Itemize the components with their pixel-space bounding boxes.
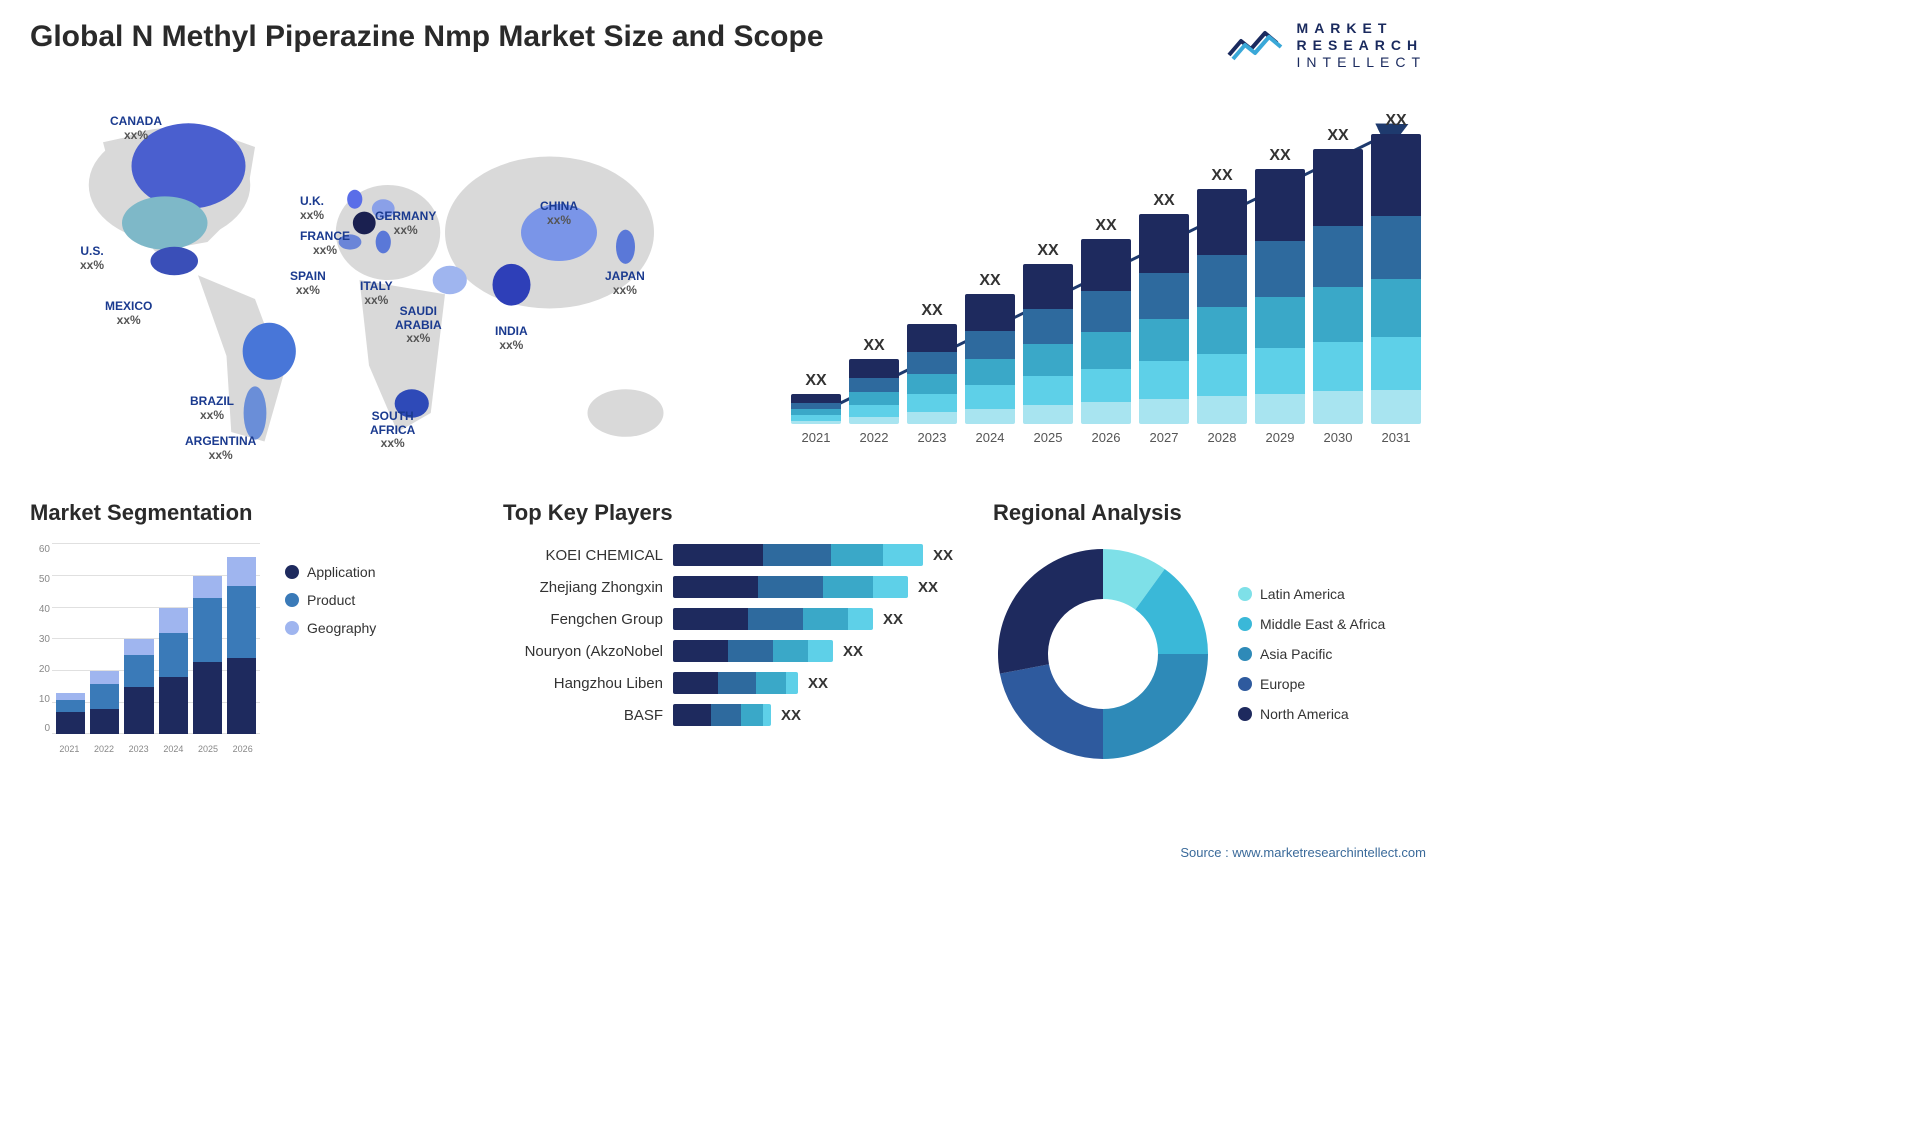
map-label: SPAINxx% [290, 270, 326, 296]
regional-title: Regional Analysis [993, 500, 1426, 526]
map-label: CANADAxx% [110, 115, 162, 141]
segmentation-legend: Application Product Geography [285, 544, 376, 754]
donut-slice [1000, 665, 1103, 760]
player-row: Nouryon (AkzoNobelXX [503, 640, 953, 662]
world-map-panel: CANADAxx% U.S.xx% MEXICOxx% BRAZILxx% ARGENT… [30, 90, 746, 470]
map-label: JAPANxx% [605, 270, 645, 296]
legend-item: Application [285, 564, 376, 580]
legend-item: Europe [1238, 676, 1385, 692]
growth-bar: XX2029 [1255, 147, 1305, 445]
segmentation-bar [159, 608, 188, 735]
donut-slice [998, 549, 1103, 674]
growth-bar: XX2031 [1371, 112, 1421, 445]
growth-bar: XX2022 [849, 337, 899, 445]
growth-bar: XX2028 [1197, 167, 1247, 445]
player-row: Hangzhou LibenXX [503, 672, 953, 694]
growth-chart: XX2021XX2022XX2023XX2024XX2025XX2026XX20… [786, 90, 1426, 470]
player-row: Zhejiang ZhongxinXX [503, 576, 953, 598]
legend-item: Asia Pacific [1238, 646, 1385, 662]
growth-bar: XX2023 [907, 302, 957, 445]
map-label: CHINAxx% [540, 200, 578, 226]
map-label: SAUDIARABIAxx% [395, 305, 442, 345]
donut-chart [993, 544, 1213, 764]
logo-text: MARKET RESEARCH INTELLECT [1297, 20, 1426, 70]
segmentation-bar [227, 557, 256, 734]
map-label: U.S.xx% [80, 245, 104, 271]
growth-bar: XX2024 [965, 272, 1015, 445]
map-label: ITALYxx% [360, 280, 393, 306]
legend-item: Middle East & Africa [1238, 616, 1385, 632]
map-label: INDIAxx% [495, 325, 528, 351]
brand-logo: MARKET RESEARCH INTELLECT [1227, 20, 1426, 70]
key-players-section: Top Key Players KOEI CHEMICALXX Zhejiang … [503, 500, 953, 764]
growth-bar: XX2027 [1139, 192, 1189, 445]
map-label: FRANCExx% [300, 230, 350, 256]
growth-bar: XX2030 [1313, 127, 1363, 445]
map-label: GERMANYxx% [375, 210, 436, 236]
segmentation-title: Market Segmentation [30, 500, 463, 526]
growth-bar: XX2021 [791, 372, 841, 445]
growth-bar: XX2026 [1081, 217, 1131, 445]
segmentation-section: Market Segmentation 0102030405060 202120… [30, 500, 463, 764]
player-row: Fengchen GroupXX [503, 608, 953, 630]
regional-legend: Latin America Middle East & Africa Asia Pa… [1238, 586, 1385, 722]
map-label: SOUTHAFRICAxx% [370, 410, 415, 450]
map-label: BRAZILxx% [190, 395, 234, 421]
segmentation-chart: 0102030405060 202120222023202420252026 [30, 544, 260, 754]
growth-bar: XX2025 [1023, 242, 1073, 445]
legend-item: Geography [285, 620, 376, 636]
segmentation-bar [56, 693, 85, 734]
map-label: MEXICOxx% [105, 300, 152, 326]
donut-slice [1103, 654, 1208, 759]
page-title: Global N Methyl Piperazine Nmp Market Si… [30, 20, 824, 54]
regional-section: Regional Analysis Latin America Middle Ea… [993, 500, 1426, 764]
player-row: KOEI CHEMICALXX [503, 544, 953, 566]
legend-item: Product [285, 592, 376, 608]
key-players-title: Top Key Players [503, 500, 953, 526]
map-label: U.K.xx% [300, 195, 324, 221]
key-players-chart: KOEI CHEMICALXX Zhejiang ZhongxinXX Fengch… [503, 544, 953, 726]
source-text: Source : www.marketresearchintellect.com [1180, 845, 1426, 860]
segmentation-bar [193, 576, 222, 734]
legend-item: Latin America [1238, 586, 1385, 602]
player-row: BASFXX [503, 704, 953, 726]
segmentation-bar [90, 671, 119, 734]
map-label: ARGENTINAxx% [185, 435, 256, 461]
legend-item: North America [1238, 706, 1385, 722]
segmentation-bar [124, 639, 153, 734]
logo-mark-icon [1227, 23, 1287, 68]
